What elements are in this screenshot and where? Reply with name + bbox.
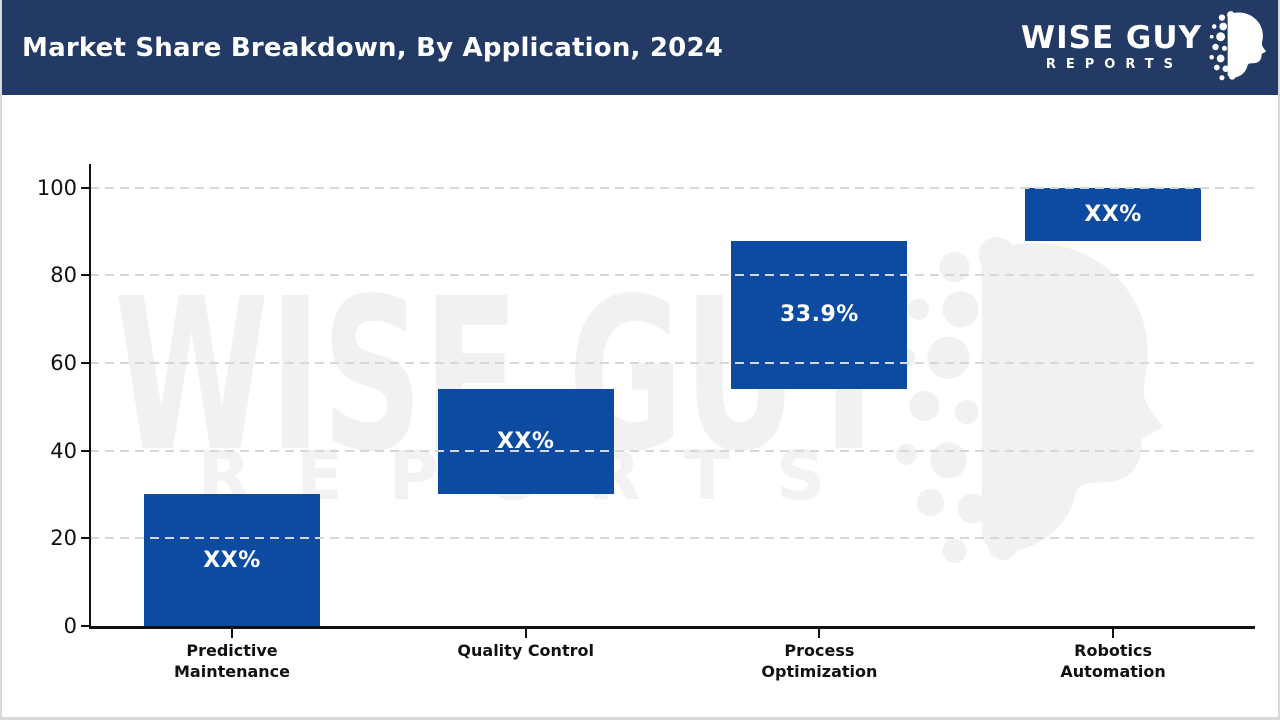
y-tick-label: 20 [50, 526, 77, 551]
gridline-y20 [90, 537, 1258, 540]
x-tick-mark [231, 629, 233, 638]
y-tick-mark [81, 361, 90, 364]
y-tick-label: 0 [63, 614, 77, 638]
x-category-line: Process [784, 641, 855, 660]
y-tick-mark [81, 274, 90, 277]
header-bar: Market Share Breakdown, By Application, … [2, 0, 1278, 95]
gridline-y40 [90, 449, 1258, 452]
bar-value-label: XX% [1084, 201, 1142, 227]
y-tick-mark [81, 186, 90, 189]
brand-logo-text: WISE GUY REPORTS [1021, 22, 1202, 73]
x-category-label: Quality Control [386, 640, 666, 661]
page-title: Market Share Breakdown, By Application, … [22, 32, 724, 63]
x-tick-mark [818, 629, 821, 638]
gridline-y100 [90, 186, 1258, 189]
y-tick-label: 80 [50, 263, 77, 288]
x-tick-mark [524, 629, 527, 638]
bar-robotics-automation: XX% [1025, 187, 1202, 241]
x-category-line: Predictive [186, 641, 278, 660]
logo-face-icon [1204, 8, 1268, 86]
bar-value-label: XX% [203, 547, 261, 573]
gridline-y60 [90, 361, 1258, 364]
chart-area: WISE GUY REPORTS 020406080100XX%Predicti… [2, 95, 1278, 717]
x-category-line: Optimization [761, 662, 878, 681]
x-category-line: Maintenance [173, 662, 290, 681]
x-tick-mark [1112, 629, 1115, 638]
bar-predictive-maintenance: XX% [144, 494, 320, 626]
y-tick-mark [81, 625, 90, 627]
y-tick-mark [81, 537, 90, 540]
y-tick-label: 60 [50, 350, 77, 375]
brand-subtitle: REPORTS [1045, 57, 1184, 73]
x-category-label: Robotics Automation [973, 640, 1253, 682]
y-tick-mark [81, 449, 90, 452]
watermark-face-icon [870, 223, 1172, 589]
bar-quality-control: XX% [437, 389, 614, 495]
x-category-label: Predictive Maintenance [92, 640, 372, 682]
y-tick-label: 40 [50, 438, 77, 463]
bar-value-label: 33.9% [779, 302, 859, 328]
brand-logo: WISE GUY REPORTS [1021, 8, 1268, 86]
y-tick-label: 100 [36, 175, 77, 200]
x-category-line: Automation [1060, 662, 1166, 681]
x-category-label: Process Optimization [679, 640, 959, 682]
x-axis-spine [89, 626, 1255, 629]
brand-name: WISE GUY [1020, 19, 1202, 56]
x-category-line: Quality Control [457, 641, 594, 660]
x-category-line: Robotics [1074, 641, 1153, 660]
y-axis-spine [89, 164, 91, 628]
bar-process-optimization: 33.9% [731, 240, 908, 390]
gridline-y80 [90, 274, 1258, 277]
